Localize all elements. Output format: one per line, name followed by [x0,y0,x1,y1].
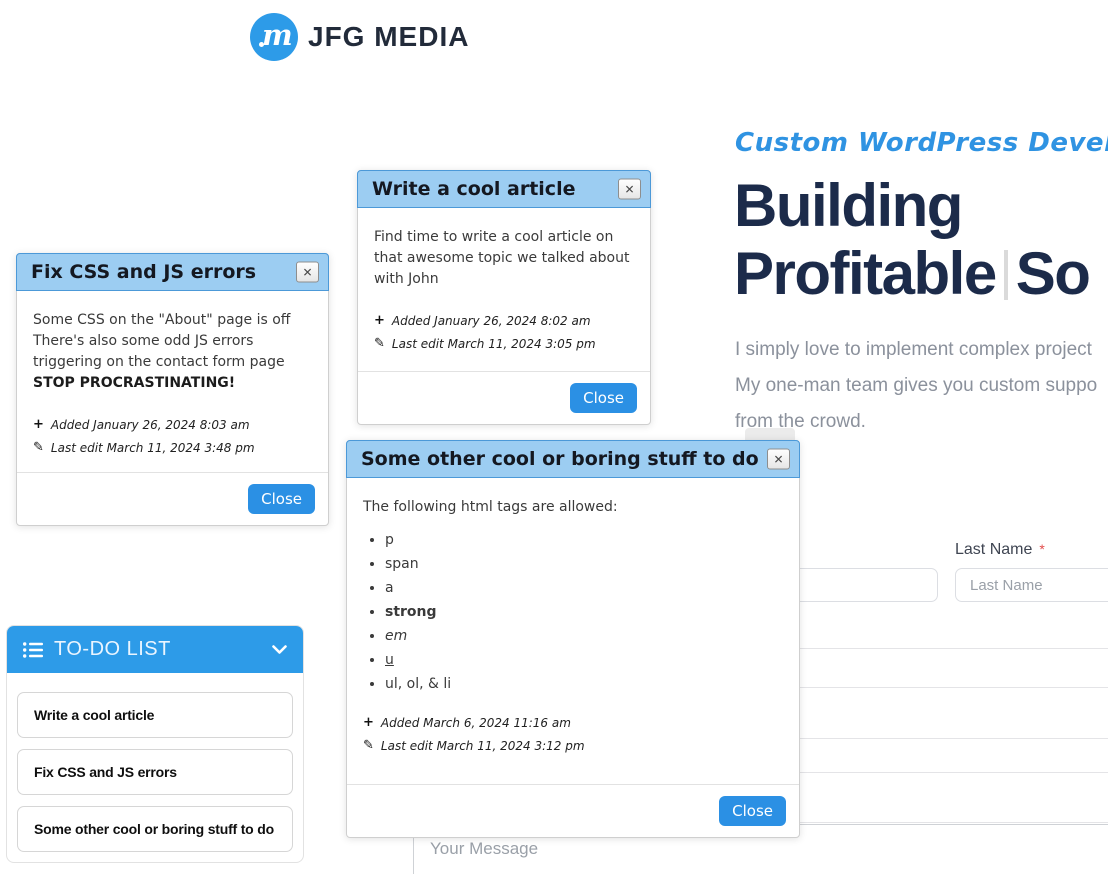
body-intro: The following html tags are allowed: [363,499,618,515]
close-button[interactable]: Close [248,484,315,514]
dialog-fix-css: Fix CSS and JS errors ✕ Some CSS on the … [16,253,329,526]
last-name-input[interactable] [955,568,1108,602]
todo-title: TO-DO LIST [54,638,171,660]
added-row: + Added January 26, 2024 8:03 am [33,417,312,432]
dialog-footer: Close [17,472,328,525]
tag-item-u: u [385,648,783,672]
dialog-body: Some CSS on the "About" page is off Ther… [17,291,328,472]
form-field-border [620,772,1108,773]
dialog-titlebar[interactable]: Some other cool or boring stuff to do ✕ [346,440,800,478]
tag-item-em: em [385,624,783,648]
plus-icon: + [33,417,44,432]
todo-widget: TO-DO LIST Write a cool article Fix CSS … [6,625,304,863]
body-line: Some CSS on the "About" page is off [33,312,291,328]
allowed-tags-list: p span a strong em u ul, ol, & li [385,528,783,696]
close-button[interactable]: Close [570,383,637,413]
hero-paragraph: I simply love to implement complex proje… [735,332,1097,440]
dialog-title: Fix CSS and JS errors [31,261,257,283]
plus-icon: + [363,715,374,730]
todo-item[interactable]: Write a cool article [17,692,293,738]
plus-icon: + [374,313,385,328]
close-icon[interactable]: ✕ [296,261,319,283]
heading-line1: Building [734,172,963,239]
dialog-title: Write a cool article [372,178,576,200]
last-name-label: Last Name * [955,541,1045,559]
form-field-border [620,738,1108,739]
edited-text: Last edit March 11, 2024 3:05 pm [391,336,596,351]
close-icon[interactable]: ✕ [767,448,790,470]
body-line: that awesome topic we talked about [374,250,630,266]
edited-row: ✎ Last edit March 11, 2024 3:12 pm [363,738,783,753]
last-name-label-text: Last Name [955,541,1033,558]
todo-item[interactable]: Fix CSS and JS errors [17,749,293,795]
dialog-meta: + Added January 26, 2024 8:03 am ✎ Last … [33,417,312,455]
tag-item-span: span [385,552,783,576]
body-bold-line: STOP PROCRASTINATING! [33,375,236,391]
dialog-meta: + Added March 6, 2024 11:16 am ✎ Last ed… [363,715,783,753]
logo-icon: m [250,13,298,61]
edited-row: ✎ Last edit March 11, 2024 3:48 pm [33,440,312,455]
tag-item-p: p [385,528,783,552]
required-asterisk: * [1039,541,1045,557]
tag-item-strong: strong [385,600,783,624]
added-row: + Added January 26, 2024 8:02 am [374,313,634,328]
todo-items: Write a cool article Fix CSS and JS erro… [7,673,303,852]
hero-paragraph-line: I simply love to implement complex proje… [735,339,1092,360]
tag-item-a[interactable]: a [385,576,783,600]
dialog-title: Some other cool or boring stuff to do [361,448,759,470]
typing-cursor [1003,250,1008,300]
todo-item[interactable]: Some other cool or boring stuff to do [17,806,293,852]
logo-letter: m [262,18,293,52]
form-field-border [620,687,1108,688]
dialog-footer: Close [358,371,650,424]
added-row: + Added March 6, 2024 11:16 am [363,715,783,730]
pencil-icon: ✎ [363,738,374,753]
added-text: Added January 26, 2024 8:02 am [391,313,591,328]
hero-eyebrow: Custom WordPress Development [735,128,1108,158]
body-line: There's also some odd JS errors [33,333,254,349]
brand-name: JFG MEDIA [308,21,470,52]
body-line: Find time to write a cool article on [374,229,614,245]
hero-paragraph-line: from the crowd. [735,411,866,432]
page-title: Building Profitable So [734,172,1091,308]
edited-row: ✎ Last edit March 11, 2024 3:05 pm [374,336,634,351]
dialog-titlebar[interactable]: Fix CSS and JS errors ✕ [16,253,329,291]
pencil-icon: ✎ [374,336,385,351]
close-button[interactable]: Close [719,796,786,826]
hero-paragraph-line: My one-man team gives you custom suppo [735,375,1098,396]
dialog-other-stuff: Some other cool or boring stuff to do ✕ … [346,440,800,838]
close-icon[interactable]: ✕ [618,178,641,200]
form-field-border [620,648,1108,649]
tag-item-list: ul, ol, & li [385,672,783,696]
dialog-body: Find time to write a cool article on tha… [358,208,650,371]
edited-text: Last edit March 11, 2024 3:12 pm [380,738,585,753]
dialog-body: The following html tags are allowed: p s… [347,478,799,784]
edited-text: Last edit March 11, 2024 3:48 pm [50,440,255,455]
chevron-down-icon[interactable] [272,645,287,654]
body-line: with John [374,271,439,287]
dialog-meta: + Added January 26, 2024 8:02 am ✎ Last … [374,313,634,351]
heading-line2-before: Profitable [734,240,997,307]
added-text: Added January 26, 2024 8:03 am [50,417,250,432]
dialog-footer: Close [347,784,799,837]
dialog-write-article: Write a cool article ✕ Find time to writ… [357,170,651,425]
dialog-titlebar[interactable]: Write a cool article ✕ [357,170,651,208]
heading-line2-after: So [1015,240,1091,307]
form-field-border [620,822,1108,823]
brand-logo[interactable]: m JFG MEDIA [250,13,469,61]
added-text: Added March 6, 2024 11:16 am [380,715,571,730]
list-icon [23,641,43,658]
pencil-icon: ✎ [33,440,44,455]
todo-header[interactable]: TO-DO LIST [7,626,303,673]
body-line: triggering on the contact form page [33,354,285,370]
logo-dot [259,42,264,47]
